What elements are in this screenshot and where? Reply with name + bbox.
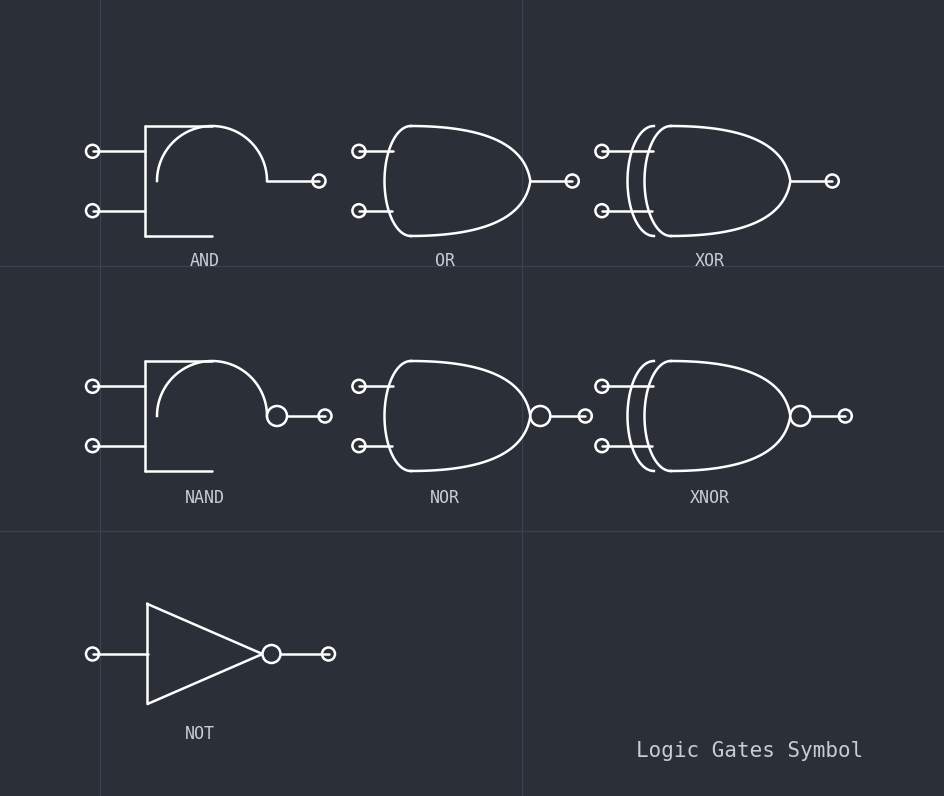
Circle shape: [790, 406, 810, 426]
Circle shape: [531, 406, 550, 426]
Text: OR: OR: [435, 252, 455, 270]
Text: XOR: XOR: [695, 252, 725, 270]
Text: NOT: NOT: [185, 725, 215, 743]
Circle shape: [267, 406, 287, 426]
Text: NOR: NOR: [430, 489, 460, 507]
Text: AND: AND: [190, 252, 220, 270]
Text: NAND: NAND: [185, 489, 225, 507]
Text: XNOR: XNOR: [690, 489, 730, 507]
Circle shape: [262, 645, 280, 663]
Text: Logic Gates Symbol: Logic Gates Symbol: [636, 741, 864, 761]
